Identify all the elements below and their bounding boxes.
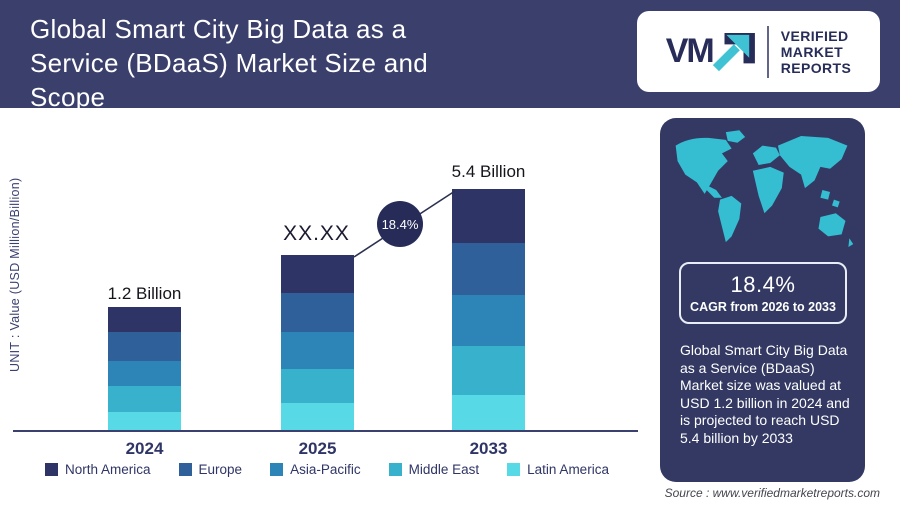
bar-2033 (452, 189, 525, 430)
bar-segment-europe (452, 243, 525, 295)
bar-segment-asia-pacific (108, 361, 181, 386)
bar-segment-middle-east (452, 346, 525, 395)
bar-segment-north-america (281, 255, 354, 293)
legend-item-latin-america: Latin America (507, 462, 609, 477)
title-line-2: Service (BDaaS) Market Size and (30, 48, 429, 78)
legend-item-middle-east: Middle East (388, 462, 480, 477)
sidebar-panel: 18.4% CAGR from 2026 to 2033 Global Smar… (660, 118, 865, 482)
legend-item-asia-pacific: Asia-Pacific (270, 462, 361, 477)
bar-segment-latin-america (452, 395, 525, 430)
bar-segment-middle-east (108, 386, 181, 412)
source-attribution: Source : www.verifiedmarketreports.com (664, 486, 880, 500)
bar-segment-latin-america (108, 412, 181, 430)
chart-legend: North America Europe Asia-Pacific Middle Ea… (45, 462, 645, 477)
logo-brand-line-2: MARKET (780, 43, 844, 60)
legend-label: North America (65, 462, 151, 477)
bar-segment-asia-pacific (281, 332, 354, 369)
cagr-value: 18.4% (730, 272, 796, 297)
legend-item-north-america: North America (45, 462, 151, 477)
market-description: Global Smart City Big Data as a Service … (680, 342, 850, 446)
cagr-caption: CAGR from 2026 to 2033 (690, 300, 836, 314)
bar-segment-middle-east (281, 369, 354, 403)
world-map-continents (675, 130, 854, 247)
x-tick-2024: 2024 (125, 439, 164, 458)
legend-label: Latin America (527, 462, 609, 477)
legend-swatch (388, 463, 402, 476)
legend-swatch (178, 463, 192, 476)
x-tick-2025: 2025 (298, 439, 337, 458)
bar-value-label-2033: 5.4 Billion (451, 162, 526, 181)
world-map (675, 130, 854, 247)
legend-swatch (45, 463, 58, 476)
bar-2024 (108, 307, 181, 430)
title-line-3: Scope (30, 82, 106, 108)
page-title: Global Smart City Big Data as a Service … (30, 12, 428, 108)
logo-brand-text: VERIFIED MARKET REPORTS (781, 28, 851, 76)
bar-value-label-2025: XX.XX (283, 222, 350, 245)
bar-segment-latin-america (281, 403, 354, 430)
bar-segment-europe (108, 332, 181, 361)
legend-label: Middle East (408, 462, 480, 477)
x-axis-line (13, 430, 638, 432)
vmr-logo-mark: VM (666, 32, 755, 71)
bar-segment-north-america (452, 189, 525, 243)
logo-brand-line-1: VERIFIED (780, 27, 849, 44)
cagr-bubble-label: 18.4% (382, 217, 419, 232)
logo-divider (766, 25, 769, 78)
legend-label: Asia-Pacific (290, 462, 361, 477)
bar-value-label-2024: 1.2 Billion (107, 284, 182, 303)
legend-label: Europe (198, 462, 243, 477)
legend-item-europe: Europe (178, 462, 243, 477)
title-line-1: Global Smart City Big Data as a (30, 14, 407, 44)
logo-brand-line-3: REPORTS (780, 59, 852, 76)
vmr-arrow-icon (712, 32, 755, 71)
bar-segment-europe (281, 293, 354, 332)
vmr-logo: VM VERIFIED MARKET REPORTS (637, 11, 880, 92)
legend-swatch (270, 463, 284, 476)
cagr-bubble (377, 201, 423, 247)
x-tick-2033: 2033 (469, 439, 508, 458)
y-axis-label: UNIT : Value (USD Million/Billion) (8, 177, 22, 373)
bar-segment-north-america (108, 307, 181, 332)
vmr-logo-letters: VM (665, 32, 715, 70)
legend-swatch (507, 463, 521, 476)
cagr-box: 18.4% CAGR from 2026 to 2033 (679, 262, 847, 324)
cagr-annotation: 18.4% (353, 190, 456, 258)
bar-2025 (281, 255, 354, 430)
bar-segment-asia-pacific (452, 295, 525, 346)
header-banner: Global Smart City Big Data as a Service … (0, 0, 900, 108)
